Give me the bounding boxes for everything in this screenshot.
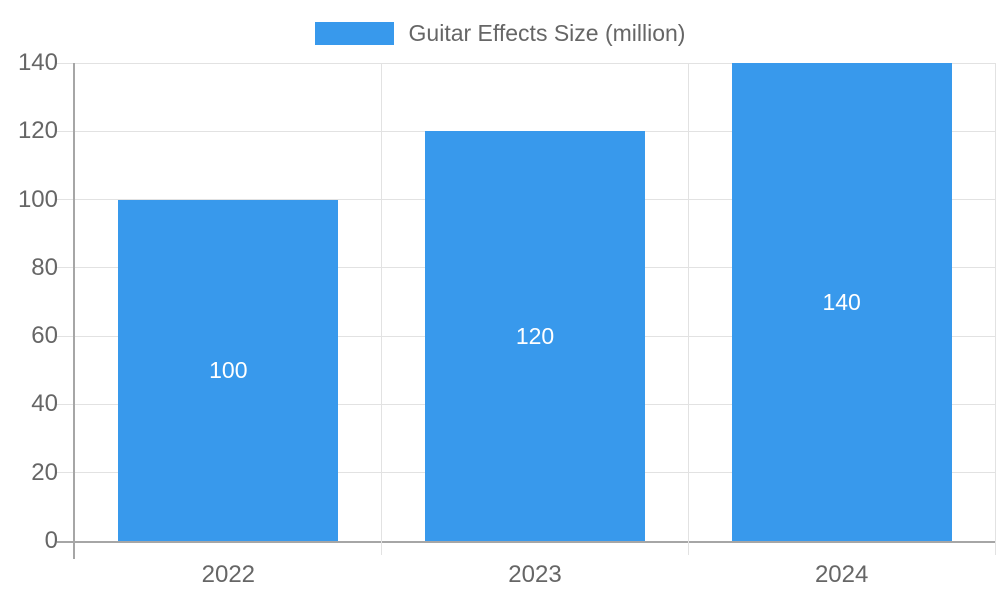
y-axis-tick xyxy=(57,403,73,405)
y-axis-tick xyxy=(57,267,73,269)
x-tick-label: 2022 xyxy=(201,561,256,588)
x-gridline xyxy=(381,63,383,541)
bar-value-label: 100 xyxy=(209,356,248,383)
y-tick-label: 0 xyxy=(44,527,58,554)
x-axis-extension xyxy=(57,541,75,543)
legend-label: Guitar Effects Size (million) xyxy=(408,20,686,46)
x-gridline xyxy=(687,63,689,541)
x-axis-tick xyxy=(381,541,383,555)
bar[interactable]: 120 xyxy=(425,131,645,541)
y-tick-label: 80 xyxy=(31,253,58,281)
y-tick-label: 20 xyxy=(31,458,58,486)
legend-item[interactable]: Guitar Effects Size (million) xyxy=(0,20,1000,47)
legend-swatch xyxy=(314,22,394,45)
y-axis-extension xyxy=(73,541,75,559)
y-gridline xyxy=(75,130,995,132)
x-axis-tick xyxy=(687,541,689,555)
y-tick-label: 100 xyxy=(17,185,58,213)
y-axis-tick xyxy=(57,335,73,337)
y-tick-label: 140 xyxy=(17,49,58,76)
y-axis-tick xyxy=(57,199,73,201)
bar[interactable]: 100 xyxy=(118,199,339,541)
bar-value-label: 140 xyxy=(822,288,861,315)
x-axis-tick xyxy=(994,541,996,555)
y-tick-label: 120 xyxy=(17,117,58,145)
y-tick-label: 40 xyxy=(31,390,58,418)
plot-area: 0 20 40 60 80 100 120 140 100 2022 120 2023 140 2024 xyxy=(18,51,996,587)
y-axis-tick xyxy=(57,130,73,132)
y-axis-tick xyxy=(57,472,73,474)
bar[interactable]: 140 xyxy=(731,63,952,541)
y-tick-label: 60 xyxy=(31,322,58,350)
x-tick-label: 2024 xyxy=(814,561,869,588)
bar-value-label: 120 xyxy=(515,322,555,349)
x-gridline xyxy=(994,63,996,541)
y-gridline xyxy=(75,62,995,64)
y-axis-tick xyxy=(57,62,73,64)
x-tick-label: 2023 xyxy=(508,561,562,588)
